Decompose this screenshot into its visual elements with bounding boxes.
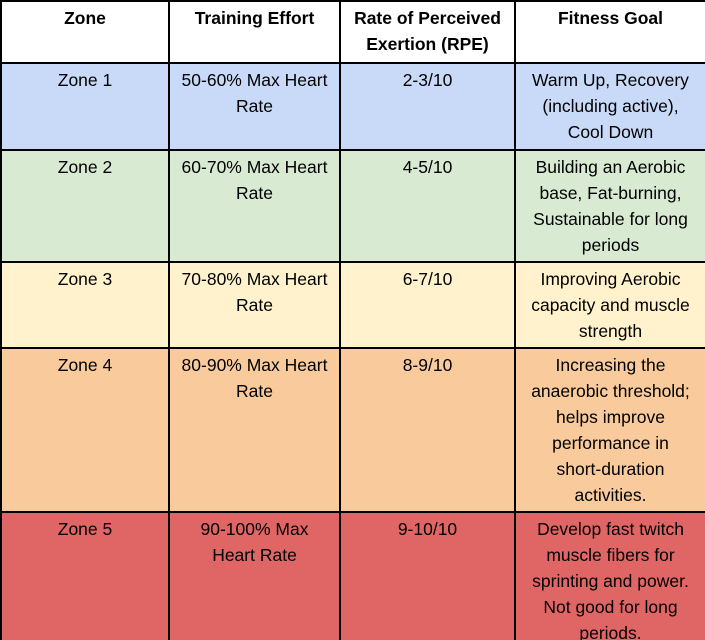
cell-zone-3-fitness-goal: Improving Aerobic capacity and muscle st… — [514, 261, 705, 349]
table-row-zone-4: Zone 4 80-90% Max Heart Rate 8-9/10 Incr… — [0, 347, 705, 513]
header-cell-training-effort: Training Effort — [168, 0, 341, 64]
cell-zone-4-training-effort: 80-90% Max Heart Rate — [168, 347, 341, 513]
cell-zone-1-rpe: 2-3/10 — [339, 62, 516, 151]
cell-zone-1-label: Zone 1 — [0, 62, 170, 151]
cell-zone-2-fitness-goal: Building an Aerobic base, Fat-burning, S… — [514, 149, 705, 263]
cell-zone-5-label: Zone 5 — [0, 511, 170, 640]
cell-zone-5-training-effort: 90-100% Max Heart Rate — [168, 511, 341, 640]
header-cell-rpe: Rate of Perceived Exertion (RPE) — [339, 0, 516, 64]
cell-zone-3-rpe: 6-7/10 — [339, 261, 516, 349]
cell-zone-4-rpe: 8-9/10 — [339, 347, 516, 513]
header-row: Zone Training Effort Rate of Perceived E… — [0, 0, 705, 64]
cell-zone-2-rpe: 4-5/10 — [339, 149, 516, 263]
cell-zone-2-training-effort: 60-70% Max Heart Rate — [168, 149, 341, 263]
header-cell-fitness-goal: Fitness Goal — [514, 0, 705, 64]
cell-zone-3-training-effort: 70-80% Max Heart Rate — [168, 261, 341, 349]
cell-zone-2-label: Zone 2 — [0, 149, 170, 263]
table-row-zone-3: Zone 3 70-80% Max Heart Rate 6-7/10 Impr… — [0, 261, 705, 349]
header-cell-zone: Zone — [0, 0, 170, 64]
table-row-zone-1: Zone 1 50-60% Max Heart Rate 2-3/10 Warm… — [0, 62, 705, 151]
cell-zone-1-fitness-goal: Warm Up, Recovery (including active), Co… — [514, 62, 705, 151]
cell-zone-3-label: Zone 3 — [0, 261, 170, 349]
cell-zone-5-fitness-goal: Develop fast twitch muscle fibers for sp… — [514, 511, 705, 640]
cell-zone-1-training-effort: 50-60% Max Heart Rate — [168, 62, 341, 151]
cell-zone-5-rpe: 9-10/10 — [339, 511, 516, 640]
cell-zone-4-label: Zone 4 — [0, 347, 170, 513]
table-row-zone-2: Zone 2 60-70% Max Heart Rate 4-5/10 Buil… — [0, 149, 705, 263]
cell-zone-4-fitness-goal: Increasing the anaerobic threshold; help… — [514, 347, 705, 513]
table-row-zone-5: Zone 5 90-100% Max Heart Rate 9-10/10 De… — [0, 511, 705, 640]
